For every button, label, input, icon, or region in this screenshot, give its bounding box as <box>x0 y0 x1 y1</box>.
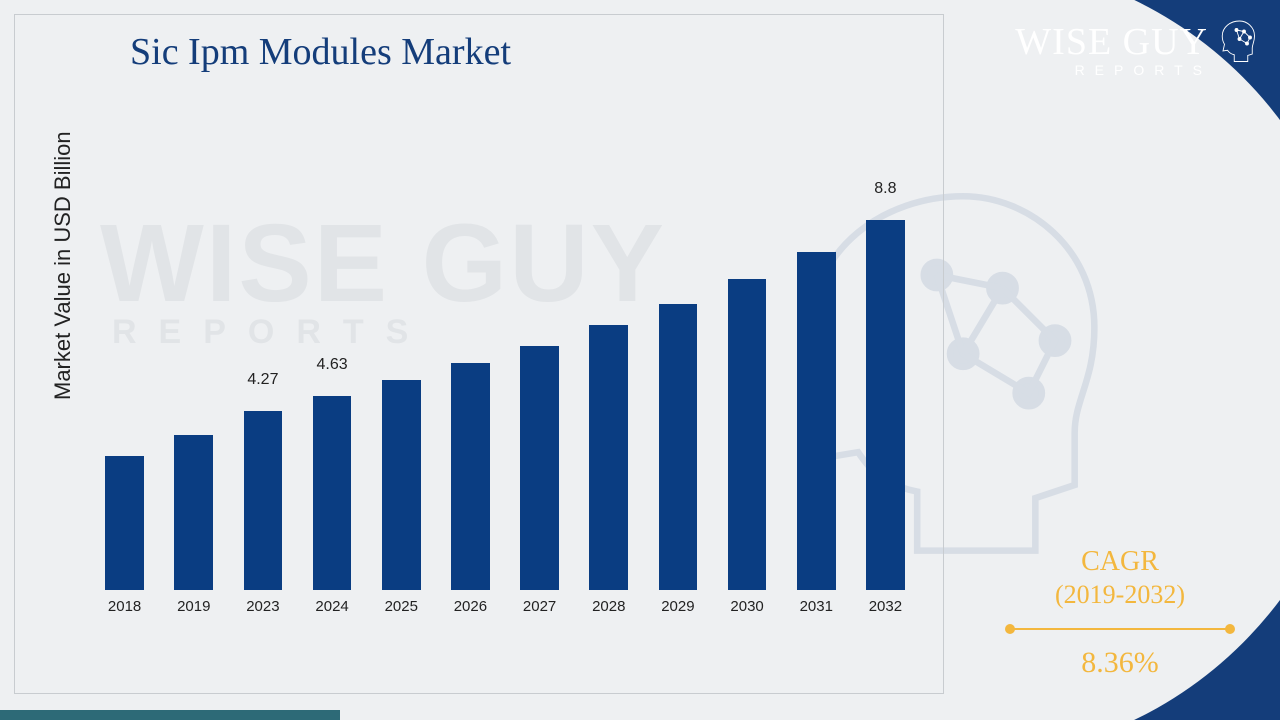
cagr-title: CAGR <box>990 546 1250 578</box>
x-tick-label: 2026 <box>454 598 487 615</box>
bar <box>174 435 213 590</box>
cagr-divider <box>1010 628 1230 630</box>
bottom-accent-bar <box>0 710 340 720</box>
x-tick-label: 2024 <box>315 598 348 615</box>
x-tick-label: 2030 <box>730 598 763 615</box>
bar-value-label: 4.27 <box>247 371 278 389</box>
y-axis-label: Market Value in USD Billion <box>50 131 76 400</box>
cagr-block: CAGR (2019-2032) 8.36% <box>990 546 1250 680</box>
x-tick-label: 2018 <box>108 598 141 615</box>
cagr-period: (2019-2032) <box>990 580 1250 610</box>
bar <box>728 279 767 590</box>
x-tick-label: 2029 <box>661 598 694 615</box>
x-tick-label: 2031 <box>800 598 833 615</box>
brand-logo-main: WISE GUY <box>1015 18 1262 66</box>
bar <box>589 325 628 590</box>
chart-title: Sic Ipm Modules Market <box>130 30 511 74</box>
bar <box>105 456 144 590</box>
brand-name-text: WISE GUY <box>1015 20 1208 64</box>
bar <box>382 380 421 590</box>
x-tick-label: 2019 <box>177 598 210 615</box>
head-network-icon <box>1214 18 1262 66</box>
bar <box>520 346 559 590</box>
cagr-value: 8.36% <box>990 646 1250 680</box>
brand-logo: WISE GUY REPORTS <box>1015 18 1262 78</box>
x-tick-label: 2027 <box>523 598 556 615</box>
x-tick-label: 2023 <box>246 598 279 615</box>
bar <box>244 411 283 590</box>
bar <box>313 396 352 590</box>
bar-value-label: 4.63 <box>317 356 348 374</box>
infographic-stage: WISE GUY REPORTS CAGR (2019-2032) 8.36% … <box>0 0 1280 720</box>
right-panel: WISE GUY REPORTS CAGR (2019-2032) 8.36% <box>960 0 1280 720</box>
x-tick-label: 2028 <box>592 598 625 615</box>
bar <box>451 363 490 590</box>
bar <box>866 220 905 590</box>
x-tick-label: 2025 <box>385 598 418 615</box>
bar-value-label: 8.8 <box>874 180 896 198</box>
bar <box>659 304 698 590</box>
x-tick-label: 2032 <box>869 598 902 615</box>
bar <box>797 252 836 590</box>
bar-chart-plot: 201820194.2720234.6320242025202620272028… <box>90 170 920 590</box>
